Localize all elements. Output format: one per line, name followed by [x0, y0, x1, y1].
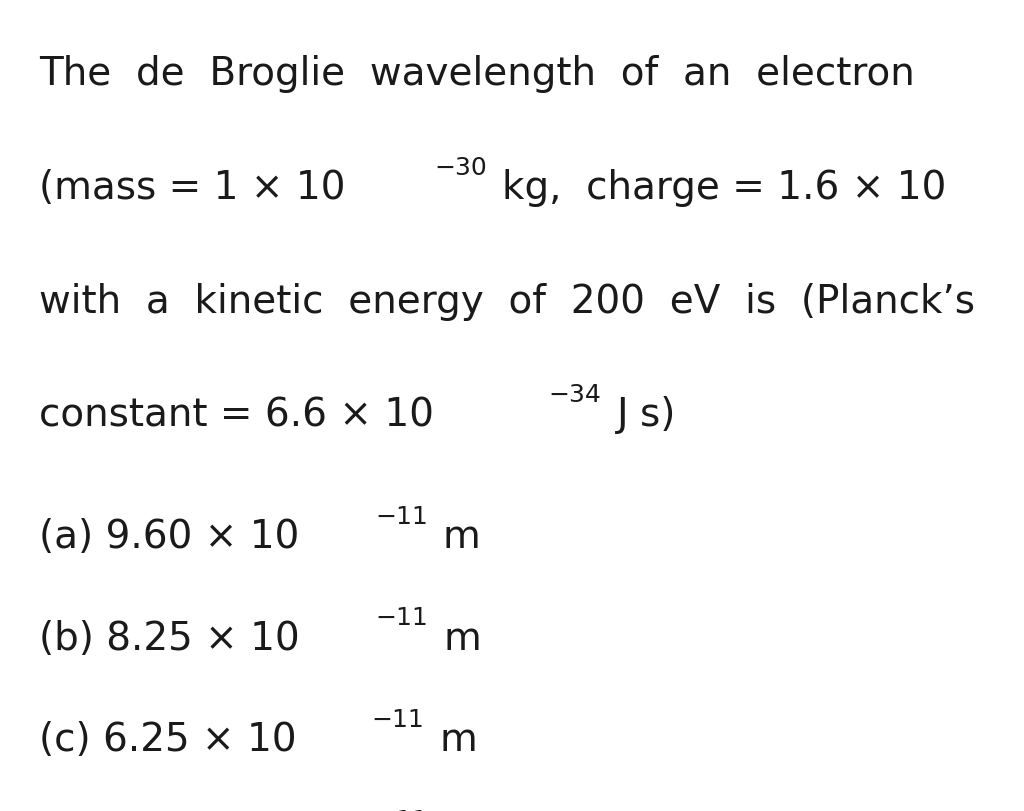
Text: −11: −11	[376, 809, 428, 811]
Text: −11: −11	[376, 606, 428, 629]
Text: constant = 6.6 × 10: constant = 6.6 × 10	[39, 396, 434, 434]
Text: (a) 9.60 × 10: (a) 9.60 × 10	[39, 517, 299, 556]
Text: (b) 8.25 × 10: (b) 8.25 × 10	[39, 619, 300, 657]
Text: −11: −11	[375, 504, 428, 528]
Text: m: m	[443, 517, 480, 556]
Text: The  de  Broglie  wavelength  of  an  electron: The de Broglie wavelength of an electron	[39, 55, 914, 93]
Text: −11: −11	[372, 707, 424, 731]
Text: (c) 6.25 × 10: (c) 6.25 × 10	[39, 720, 297, 758]
Text: m: m	[439, 720, 477, 758]
Text: (mass = 1 × 10: (mass = 1 × 10	[39, 169, 345, 207]
Text: −30: −30	[434, 156, 487, 179]
Text: −34: −34	[549, 383, 601, 406]
Text: with  a  kinetic  energy  of  200  eV  is  (Planck’s: with a kinetic energy of 200 eV is (Plan…	[39, 282, 975, 320]
Text: J s): J s)	[616, 396, 676, 434]
Text: m: m	[443, 619, 481, 657]
Text: kg,  charge = 1.6 × 10: kg, charge = 1.6 × 10	[503, 169, 947, 207]
